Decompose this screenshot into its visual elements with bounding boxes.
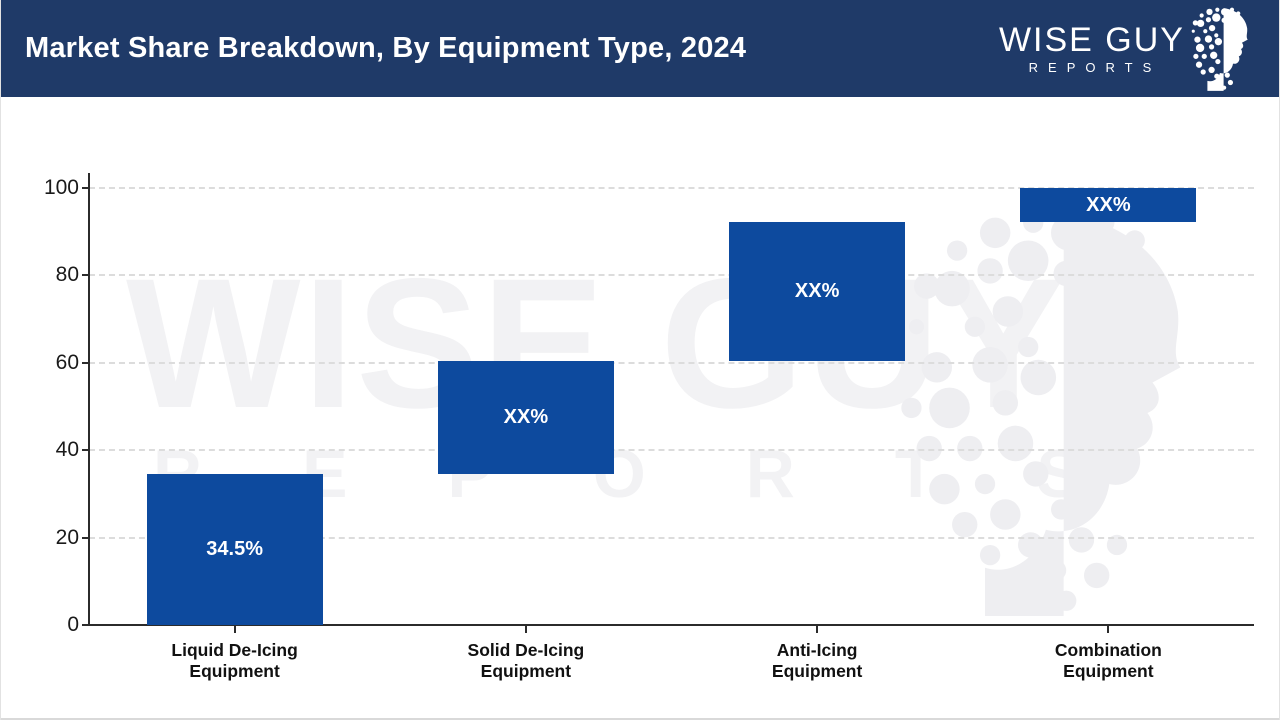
category-label-line: Equipment — [1063, 661, 1154, 682]
logo-wordmark: WISE GUY — [998, 21, 1185, 59]
y-tick-100 — [82, 187, 89, 189]
y-tick-label-0: 0 — [67, 613, 79, 636]
logo-face-icon — [1191, 7, 1248, 91]
bar-segment: XX% — [437, 360, 614, 475]
bar-value-label: 34.5% — [206, 538, 263, 561]
category-label-line: Equipment — [771, 661, 863, 682]
category-label-line: Anti-Icing — [776, 640, 858, 660]
gridline-20 — [89, 536, 1254, 539]
y-tick-label-100: 100 — [43, 176, 79, 199]
category-label-line: Equipment — [189, 661, 280, 682]
category-label-line: Equipment — [480, 661, 572, 682]
bar-segment: XX% — [729, 222, 906, 361]
y-tick-0 — [82, 624, 89, 626]
gridline-80 — [89, 274, 1254, 277]
category-label: Liquid De-Icing Equipment — [105, 640, 365, 683]
y-axis-line — [88, 173, 90, 625]
bar-value-label: XX% — [1086, 193, 1131, 216]
x-tick-1 — [524, 626, 527, 633]
header: Market Share Breakdown, By Equipment Typ… — [1, 0, 1279, 97]
bar-segment: XX% — [1020, 188, 1197, 223]
category-label: Solid De-Icing Equipment — [396, 640, 656, 683]
bottom-border — [1, 718, 1279, 720]
bar-value-label: XX% — [503, 405, 549, 428]
y-tick-80 — [82, 274, 89, 277]
x-tick-2 — [816, 626, 819, 633]
bar-value-label: XX% — [794, 279, 840, 302]
gridline-100 — [89, 187, 1254, 189]
wise-guy-reports-logo: WISE GUY REPORTS — [999, 7, 1255, 91]
y-tick-label-40: 40 — [55, 438, 79, 462]
category-label-line: Liquid De-Icing — [171, 640, 298, 660]
chart-title: Market Share Breakdown, By Equipment Typ… — [25, 32, 747, 64]
x-axis-line — [88, 624, 1254, 626]
y-tick-label-60: 60 — [55, 350, 79, 374]
logo-subtitle: REPORTS — [1028, 60, 1162, 75]
y-tick-60 — [82, 361, 89, 364]
category-label: Anti-Icing Equipment — [687, 640, 947, 683]
category-label: Combination Equipment — [978, 640, 1238, 683]
y-tick-40 — [82, 449, 89, 452]
gridline-60 — [89, 361, 1254, 364]
category-label-line: Combination — [1054, 640, 1162, 660]
y-tick-label-80: 80 — [55, 263, 79, 287]
y-tick-20 — [82, 536, 89, 539]
logo-text: WISE GUY REPORTS — [999, 23, 1185, 74]
x-tick-0 — [233, 626, 236, 633]
gridline-40 — [89, 449, 1254, 452]
x-tick-3 — [1107, 626, 1110, 633]
category-label-line: Solid De-Icing — [467, 640, 585, 660]
y-tick-label-20: 20 — [55, 525, 79, 549]
bar-segment: 34.5% — [146, 474, 323, 625]
